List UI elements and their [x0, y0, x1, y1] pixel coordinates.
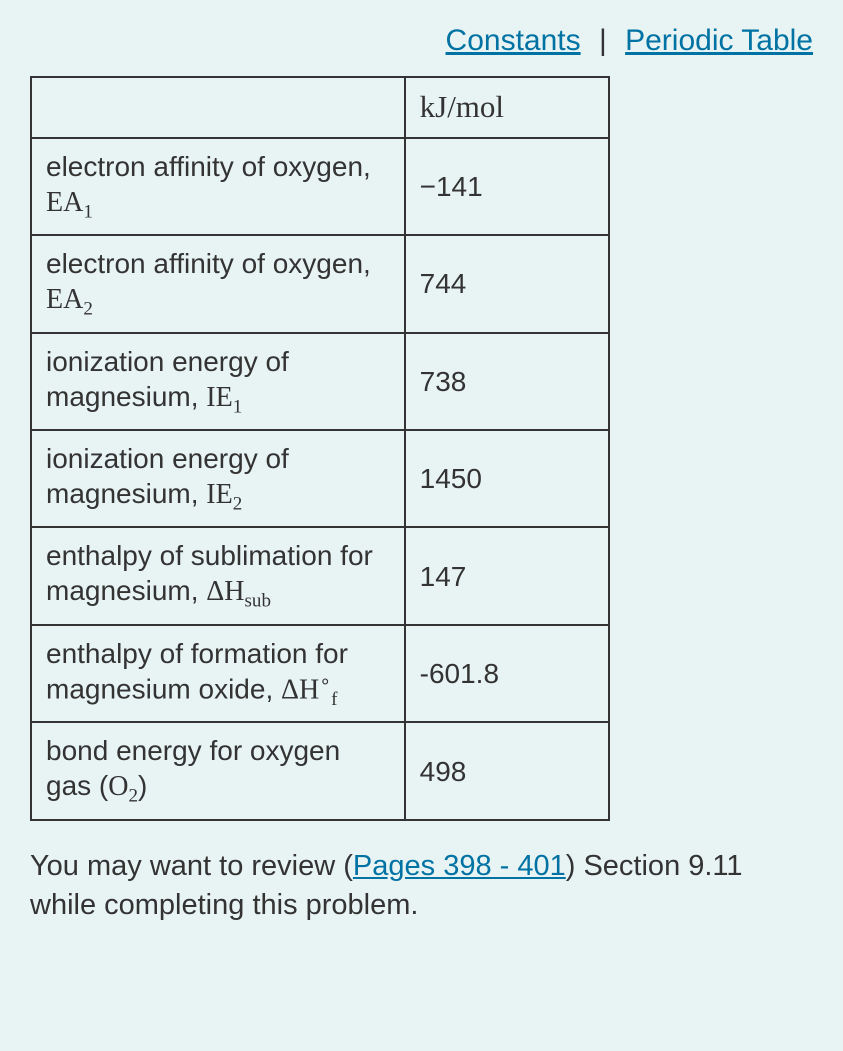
row-value: 738 — [405, 333, 609, 430]
table-row: ionization energy of magnesium, IE1 738 — [31, 333, 609, 430]
periodic-table-link[interactable]: Periodic Table — [625, 24, 813, 57]
header-units: kJ/mol — [405, 77, 609, 138]
table-row: ionization energy of magnesium, IE2 1450 — [31, 430, 609, 527]
row-label: enthalpy of formation for magnesium oxid… — [31, 625, 405, 723]
table-row: enthalpy of sublimation for magnesium, Δ… — [31, 527, 609, 624]
table-row: electron affinity of oxygen, EA2 744 — [31, 235, 609, 332]
row-label: electron affinity of oxygen, EA1 — [31, 138, 405, 235]
row-label: bond energy for oxygen gas (O2) — [31, 722, 405, 819]
row-label: enthalpy of sublimation for magnesium, Δ… — [31, 527, 405, 624]
row-value: 1450 — [405, 430, 609, 527]
reference-note: You may want to review (Pages 398 - 401)… — [30, 847, 813, 925]
header-links: Constants | Periodic Table — [30, 24, 813, 76]
header-blank — [31, 77, 405, 138]
footer-text-pre: You may want to review ( — [30, 850, 353, 882]
thermo-data-table: kJ/mol electron affinity of oxygen, EA1 … — [30, 76, 610, 821]
row-value: −141 — [405, 138, 609, 235]
row-label: ionization energy of magnesium, IE1 — [31, 333, 405, 430]
link-separator: | — [599, 24, 607, 57]
table-row: bond energy for oxygen gas (O2) 498 — [31, 722, 609, 819]
row-value: 498 — [405, 722, 609, 819]
table-header-row: kJ/mol — [31, 77, 609, 138]
table-row: electron affinity of oxygen, EA1 −141 — [31, 138, 609, 235]
row-value: -601.8 — [405, 625, 609, 723]
constants-link[interactable]: Constants — [446, 24, 581, 57]
row-value: 744 — [405, 235, 609, 332]
pages-link[interactable]: Pages 398 - 401 — [353, 850, 566, 882]
row-label: electron affinity of oxygen, EA2 — [31, 235, 405, 332]
table-row: enthalpy of formation for magnesium oxid… — [31, 625, 609, 723]
row-label: ionization energy of magnesium, IE2 — [31, 430, 405, 527]
row-value: 147 — [405, 527, 609, 624]
